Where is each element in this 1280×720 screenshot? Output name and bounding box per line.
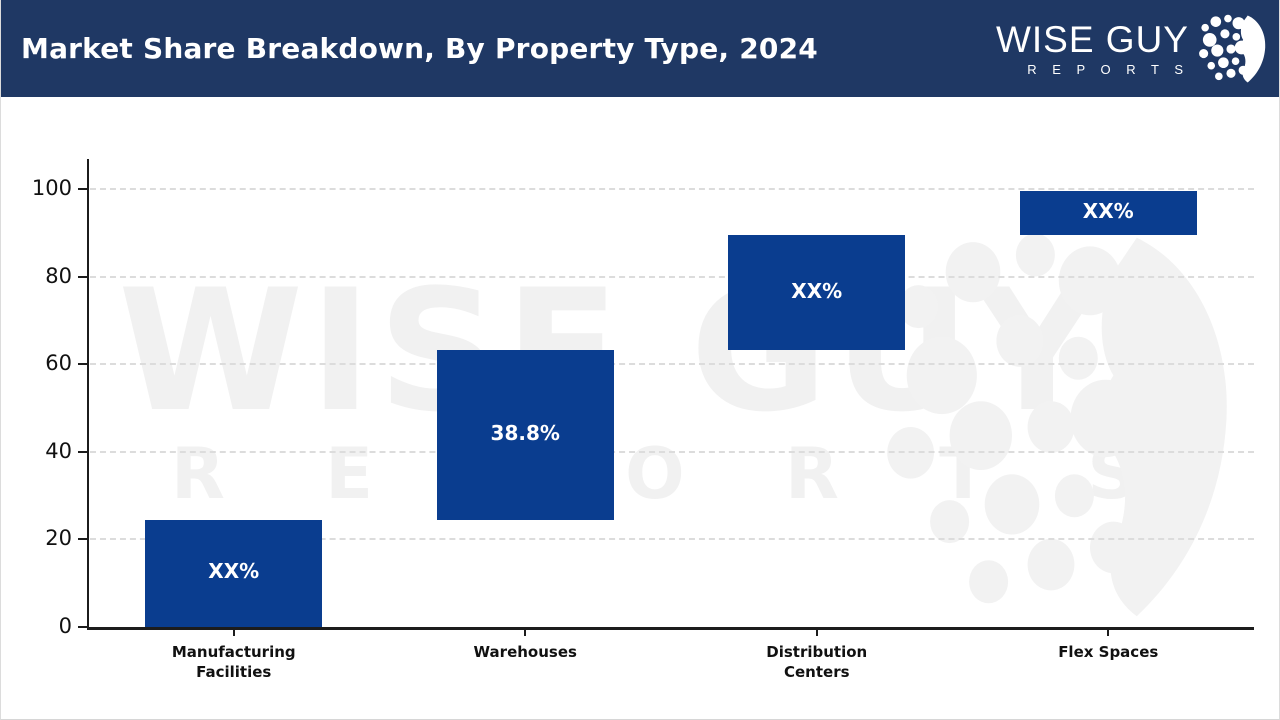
logo-wordmark: WISE GUY R E P O R T S xyxy=(996,21,1189,76)
y-tick-label-20: 20 xyxy=(45,526,72,551)
chart-area: WISE GUY R E P O R T S 0 20 40 60 80 100 XX% Ma… xyxy=(1,97,1279,719)
bar-value-label: XX% xyxy=(1082,198,1134,223)
gridline-80 xyxy=(90,275,1254,278)
y-tick-label-40: 40 xyxy=(45,438,72,463)
bar-value-label: XX% xyxy=(791,278,843,303)
y-tick-60 xyxy=(78,363,88,366)
gridline-40 xyxy=(90,450,1254,453)
x-tick-label-0: Manufacturing Facilities xyxy=(171,643,296,682)
logo-wordmark-sub: R E P O R T S xyxy=(1027,62,1189,77)
bar-warehouses: 38.8% xyxy=(436,349,614,520)
gridline-20 xyxy=(90,538,1254,541)
y-tick-label-60: 60 xyxy=(45,351,72,376)
page-title: Market Share Breakdown, By Property Type… xyxy=(21,32,818,65)
x-tick-0 xyxy=(232,630,235,636)
y-tick-0 xyxy=(78,626,88,628)
wise-guy-head-icon xyxy=(1199,14,1266,82)
bar-value-label: 38.8% xyxy=(490,420,560,445)
y-tick-80 xyxy=(78,275,88,278)
bar-value-label: XX% xyxy=(208,559,260,584)
gridline-60 xyxy=(90,363,1254,366)
y-tick-label-100: 100 xyxy=(31,176,72,201)
bar-manufacturing-facilities: XX% xyxy=(145,519,323,627)
x-tick-label-3: Flex Spaces xyxy=(1058,643,1159,661)
y-tick-40 xyxy=(78,450,88,453)
x-axis-spine xyxy=(87,627,1254,630)
bar-distribution-centers: XX% xyxy=(728,235,906,350)
y-tick-100 xyxy=(78,188,88,191)
y-tick-label-80: 80 xyxy=(45,263,72,288)
x-tick-label-1: Warehouses xyxy=(473,643,577,661)
logo-wordmark-main: WISE GUY xyxy=(995,19,1189,60)
y-tick-label-0: 0 xyxy=(58,614,72,638)
x-tick-2 xyxy=(815,630,818,636)
bar-flex-spaces: XX% xyxy=(1019,190,1197,236)
x-tick-3 xyxy=(1107,630,1110,636)
x-tick-1 xyxy=(524,630,527,636)
header: Market Share Breakdown, By Property Type… xyxy=(1,0,1279,97)
y-axis-spine xyxy=(87,159,89,630)
x-tick-label-2: Distribution Centers xyxy=(766,643,868,682)
y-tick-20 xyxy=(78,538,88,541)
wise-guy-logo: WISE GUY R E P O R T S xyxy=(996,11,1269,87)
gridline-100 xyxy=(90,188,1254,191)
